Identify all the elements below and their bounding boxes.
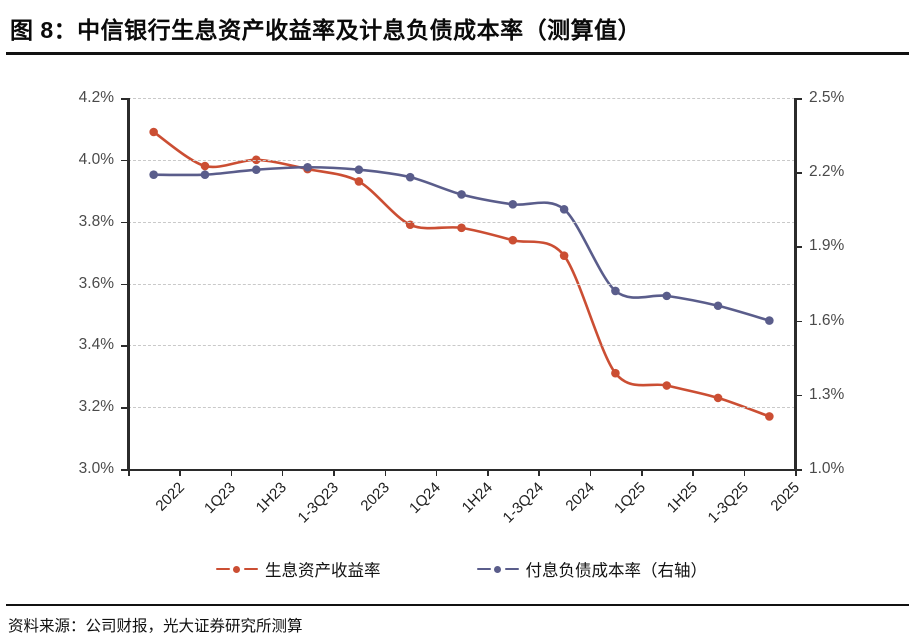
- gridline: [128, 159, 795, 161]
- y-axis-left-tick-label: 4.0%: [78, 150, 114, 168]
- gridline: [128, 345, 795, 347]
- y-axis-right-tick-label: 2.2%: [809, 163, 845, 181]
- x-axis-tick-mark: [179, 469, 181, 476]
- y-axis-left-tick-label: 3.6%: [78, 274, 114, 292]
- x-axis-tick-mark: [692, 469, 694, 476]
- legend-item[interactable]: 生息资产收益率: [216, 557, 381, 581]
- data-point: [765, 412, 774, 421]
- data-point: [405, 172, 415, 182]
- title-divider: [6, 52, 909, 55]
- series-line: [152, 130, 771, 418]
- x-axis-tick-mark: [538, 469, 540, 476]
- data-point: [149, 170, 158, 179]
- y-axis-right-tick-mark: [795, 98, 802, 100]
- x-axis-tick-mark: [128, 469, 130, 476]
- y-axis-left-tick-label: 3.2%: [78, 398, 114, 416]
- data-point: [149, 127, 158, 137]
- y-axis-left-tick-label: 3.8%: [78, 212, 114, 230]
- data-point: [200, 170, 210, 179]
- data-point: [354, 177, 364, 186]
- data-point: [251, 165, 261, 175]
- x-axis-tick-mark: [589, 469, 592, 476]
- gridline: [128, 98, 795, 99]
- y-axis-right-tick-mark: [795, 172, 802, 174]
- data-point: [765, 316, 774, 325]
- chart-legend: 生息资产收益率 付息负债成本率（右轴）: [128, 552, 795, 586]
- x-axis-tick-mark: [230, 469, 233, 476]
- data-point: [713, 393, 723, 403]
- gridline: [128, 407, 795, 409]
- data-point: [611, 368, 620, 378]
- data-point: [611, 286, 620, 296]
- data-point: [354, 165, 364, 175]
- y-axis-left-tick-mark: [121, 159, 128, 162]
- y-axis-right-tick-mark: [795, 246, 802, 248]
- plot-area: [128, 98, 795, 470]
- legend-marker-icon: [216, 563, 258, 575]
- source-note: 资料来源：公司财报，光大证券研究所测算: [8, 618, 303, 635]
- x-axis-tick-mark: [641, 469, 643, 476]
- y-axis-left-tick-mark: [121, 345, 128, 347]
- y-axis-right-tick-mark: [795, 320, 802, 323]
- data-point: [508, 235, 518, 245]
- y-axis-right-tick-mark: [795, 469, 802, 471]
- data-point: [457, 223, 466, 233]
- data-point: [713, 301, 723, 311]
- y-axis-left-tick-mark: [121, 469, 128, 471]
- x-axis-tick-mark: [743, 469, 746, 476]
- y-axis-left-tick-mark: [121, 283, 128, 285]
- y-axis-right-tick-label: 1.9%: [809, 237, 845, 255]
- y-axis-right-tick-label: 1.3%: [809, 385, 845, 403]
- x-axis-tick-mark: [487, 469, 489, 476]
- y-axis-left-spine: [127, 98, 130, 469]
- data-point: [662, 291, 672, 301]
- y-axis-right-tick-label: 1.0%: [809, 460, 845, 477]
- y-axis-right-tick-mark: [795, 394, 802, 397]
- data-point: [508, 200, 518, 209]
- data-point: [559, 251, 569, 260]
- series-interest-bearing-liability-cost: [149, 162, 774, 325]
- legend-marker-icon: [476, 563, 519, 575]
- y-axis-left-tick-mark: [121, 98, 128, 100]
- legend-label: 付息负债成本率（右轴）: [525, 562, 708, 580]
- y-axis-right-tick-label: 1.6%: [809, 311, 845, 329]
- y-axis-left-tick-mark: [121, 407, 128, 409]
- gridline: [128, 283, 795, 285]
- footer-divider: [6, 604, 909, 606]
- gridline: [128, 221, 795, 223]
- x-axis-spine: [127, 469, 796, 471]
- x-axis-tick-mark: [281, 469, 284, 476]
- y-axis-left-tick-label: 4.2%: [78, 89, 114, 106]
- chart-svg: [149, 127, 774, 421]
- x-axis-tick-mark: [795, 469, 797, 476]
- data-point: [559, 205, 569, 214]
- y-axis-right-spine: [794, 98, 797, 469]
- data-point: [457, 190, 466, 199]
- x-axis-tick-mark: [333, 469, 335, 476]
- legend-item[interactable]: 付息负债成本率（右轴）: [476, 557, 708, 581]
- legend-label: 生息资产收益率: [265, 562, 381, 580]
- page-title: 图 8：中信银行生息资产收益率及计息负债成本率（测算值）: [10, 17, 642, 43]
- data-point: [200, 161, 210, 171]
- data-point: [662, 381, 672, 390]
- x-axis-tick-mark: [435, 469, 438, 476]
- y-axis-left-tick-label: 3.0%: [78, 460, 114, 477]
- x-axis-tick-mark: [384, 469, 387, 476]
- data-point: [303, 162, 312, 172]
- y-axis-left-tick-mark: [121, 221, 128, 224]
- y-axis-left-tick-label: 3.4%: [78, 336, 114, 354]
- y-axis-right-tick-label: 2.5%: [809, 89, 845, 106]
